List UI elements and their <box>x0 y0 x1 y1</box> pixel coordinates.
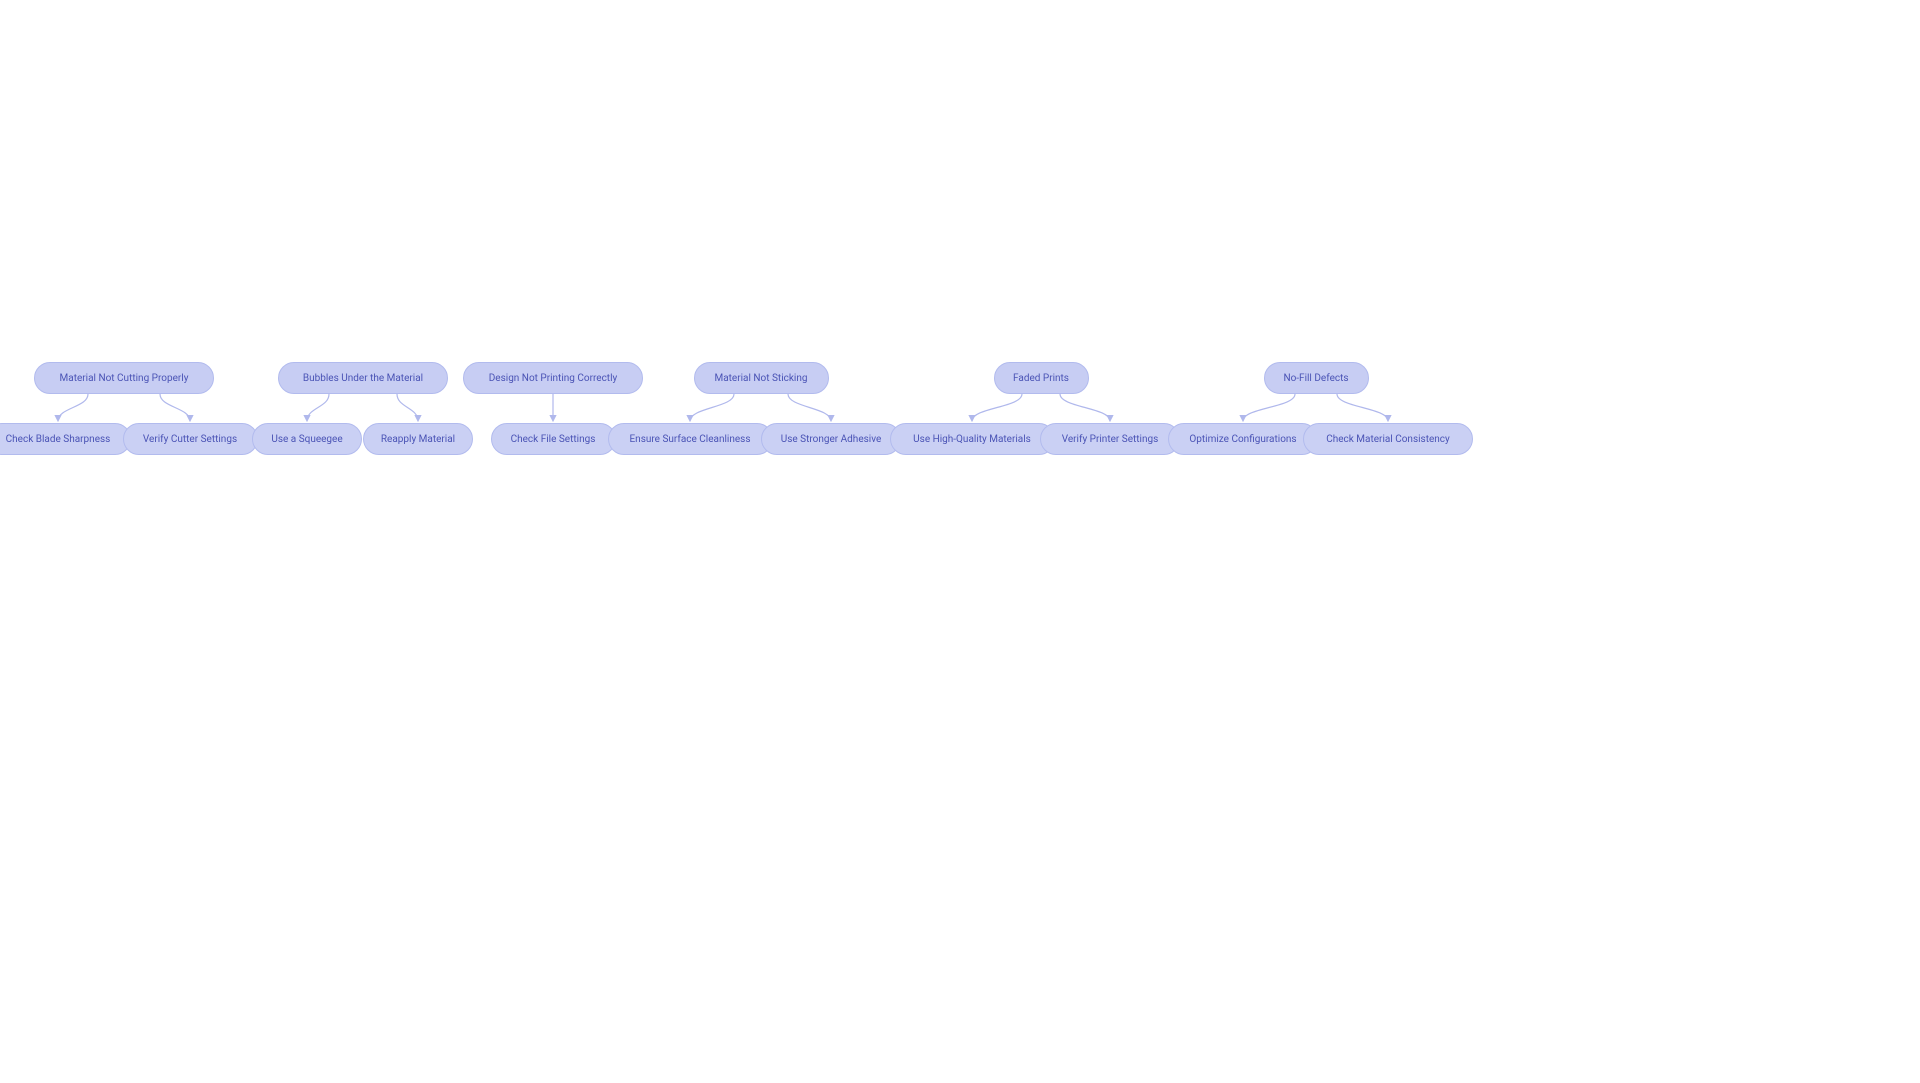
flowchart-edge <box>1337 394 1388 421</box>
flowchart-child-node: Use Stronger Adhesive <box>761 423 901 455</box>
flowchart-child-node: Check Material Consistency <box>1303 423 1473 455</box>
flowchart-parent-node-label: Design Not Printing Correctly <box>489 373 618 384</box>
flowchart-parent-node: Bubbles Under the Material <box>278 362 448 394</box>
flowchart-parent-node-label: No-Fill Defects <box>1283 373 1348 384</box>
flowchart-child-node-label: Use a Squeegee <box>271 434 342 445</box>
flowchart-edges <box>0 0 1920 1083</box>
flowchart-child-node-label: Check Material Consistency <box>1326 434 1450 445</box>
flowchart-child-node: Verify Printer Settings <box>1040 423 1180 455</box>
flowchart-edge <box>307 394 329 421</box>
flowchart-parent-node: Material Not Cutting Properly <box>34 362 214 394</box>
flowchart-edge <box>58 394 88 421</box>
flowchart-child-node-label: Verify Cutter Settings <box>143 434 237 445</box>
flowchart-child-node: Check Blade Sharpness <box>0 423 131 455</box>
flowchart-parent-node: No-Fill Defects <box>1264 362 1369 394</box>
flowchart-edge <box>972 394 1022 421</box>
flowchart-child-node-label: Use Stronger Adhesive <box>781 434 882 445</box>
flowchart-child-node-label: Optimize Configurations <box>1189 434 1296 445</box>
flowchart-child-node-label: Check File Settings <box>511 434 596 445</box>
flowchart-parent-node-label: Bubbles Under the Material <box>303 373 423 384</box>
flowchart-parent-node-label: Material Not Sticking <box>714 373 807 384</box>
flowchart-child-node-label: Verify Printer Settings <box>1062 434 1159 445</box>
flowchart-child-node: Reapply Material <box>363 423 473 455</box>
flowchart-edge <box>160 394 190 421</box>
flowchart-edge <box>1060 394 1110 421</box>
flowchart-child-node: Optimize Configurations <box>1168 423 1318 455</box>
flowchart-parent-node: Design Not Printing Correctly <box>463 362 643 394</box>
flowchart-edge <box>788 394 831 421</box>
flowchart-child-node-label: Check Blade Sharpness <box>6 434 111 445</box>
flowchart-child-node: Use High-Quality Materials <box>890 423 1055 455</box>
flowchart-child-node-label: Ensure Surface Cleanliness <box>629 434 750 445</box>
flowchart-child-node-label: Use High-Quality Materials <box>913 434 1031 445</box>
flowchart-child-node: Ensure Surface Cleanliness <box>608 423 773 455</box>
flowchart-child-node: Check File Settings <box>491 423 616 455</box>
flowchart-edge <box>397 394 418 421</box>
flowchart-child-node: Verify Cutter Settings <box>123 423 258 455</box>
flowchart-parent-node-label: Faded Prints <box>1013 373 1069 384</box>
flowchart-parent-node-label: Material Not Cutting Properly <box>60 373 189 384</box>
flowchart-edge <box>1243 394 1295 421</box>
flowchart-parent-node: Material Not Sticking <box>694 362 829 394</box>
flowchart-child-node-label: Reapply Material <box>381 434 455 445</box>
flowchart-edge <box>690 394 734 421</box>
flowchart-child-node: Use a Squeegee <box>252 423 362 455</box>
flowchart-parent-node: Faded Prints <box>994 362 1089 394</box>
